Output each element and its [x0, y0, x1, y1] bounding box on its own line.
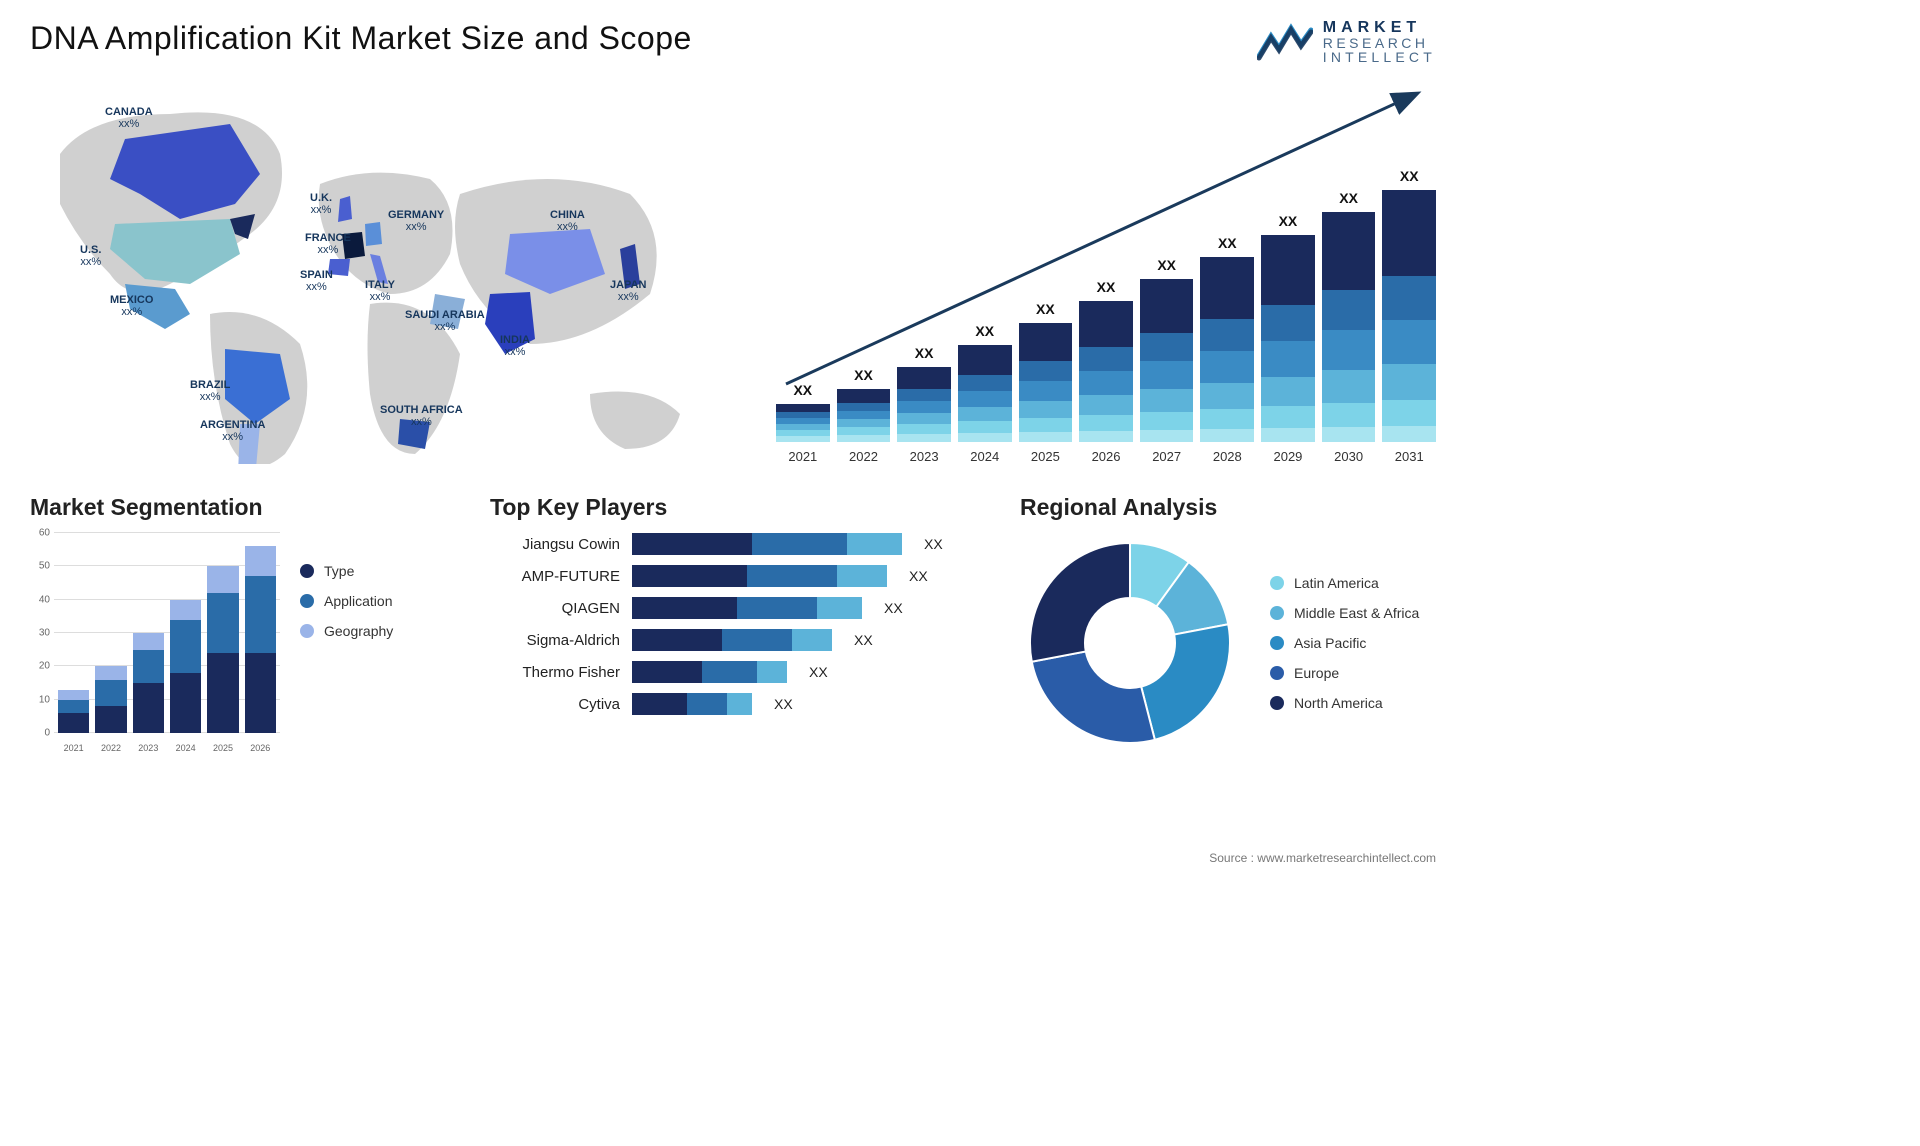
player-name: Sigma-Aldrich: [490, 632, 620, 649]
map-label: U.K.xx%: [310, 192, 332, 216]
growth-bar: XX: [776, 382, 830, 442]
player-value: XX: [884, 600, 903, 616]
map-label: SAUDI ARABIAxx%: [405, 309, 485, 333]
player-name: AMP-FUTURE: [490, 568, 620, 585]
player-value: XX: [909, 568, 928, 584]
source-attribution: Source : www.marketresearchintellect.com: [1209, 851, 1436, 865]
growth-year-label: 2027: [1140, 449, 1194, 464]
growth-bar: XX: [837, 367, 891, 442]
segmentation-chart: 0102030405060 202120222023202420252026: [30, 533, 280, 753]
legend-item: Middle East & Africa: [1270, 605, 1419, 621]
legend-item: Europe: [1270, 665, 1419, 681]
map-label: GERMANYxx%: [388, 209, 444, 233]
map-label: BRAZILxx%: [190, 379, 230, 403]
segmentation-bar: [207, 566, 238, 733]
regional-donut: [1020, 533, 1240, 753]
growth-year-label: 2026: [1079, 449, 1133, 464]
growth-chart: XX XX XX XX XX XX XX XX XX XX XX 2021 2022 2023 2024 2…: [776, 84, 1436, 464]
map-label: U.S.xx%: [80, 244, 101, 268]
growth-year-label: 2024: [958, 449, 1012, 464]
segmentation-bar: [95, 666, 126, 733]
regional-panel: Regional Analysis Latin America Middle Ea…: [1020, 494, 1436, 753]
growth-year-label: 2023: [897, 449, 951, 464]
growth-year-label: 2031: [1382, 449, 1436, 464]
growth-value-label: XX: [854, 367, 873, 383]
logo-line-3: INTELLECT: [1323, 50, 1436, 64]
player-value: XX: [924, 536, 943, 552]
growth-year-label: 2022: [837, 449, 891, 464]
growth-value-label: XX: [1157, 257, 1176, 273]
growth-bar: XX: [1019, 301, 1073, 442]
brand-logo: MARKET RESEARCH INTELLECT: [1257, 20, 1436, 64]
map-label: CANADAxx%: [105, 106, 153, 130]
player-name: Jiangsu Cowin: [490, 536, 620, 553]
map-label: SPAINxx%: [300, 269, 333, 293]
player-row: Thermo Fisher XX: [490, 661, 990, 683]
growth-value-label: XX: [1279, 213, 1298, 229]
growth-bar: XX: [1200, 235, 1254, 442]
growth-bar: XX: [958, 323, 1012, 442]
segmentation-title: Market Segmentation: [30, 494, 460, 521]
legend-item: Type: [300, 563, 393, 579]
map-label: ITALYxx%: [365, 279, 395, 303]
segmentation-bar: [58, 690, 89, 733]
player-value: XX: [774, 696, 793, 712]
logo-icon: [1257, 22, 1313, 62]
legend-item: Application: [300, 593, 393, 609]
player-value: XX: [854, 632, 873, 648]
legend-item: Geography: [300, 623, 393, 639]
growth-year-label: 2028: [1200, 449, 1254, 464]
growth-bar: XX: [1322, 190, 1376, 442]
growth-value-label: XX: [793, 382, 812, 398]
legend-item: North America: [1270, 695, 1419, 711]
map-label: CHINAxx%: [550, 209, 585, 233]
regional-title: Regional Analysis: [1020, 494, 1436, 521]
regional-legend: Latin America Middle East & Africa Asia Pa…: [1270, 575, 1419, 711]
player-row: QIAGEN XX: [490, 597, 990, 619]
player-row: Cytiva XX: [490, 693, 990, 715]
player-name: Cytiva: [490, 696, 620, 713]
growth-bar: XX: [1261, 213, 1315, 442]
segmentation-bar: [133, 633, 164, 733]
growth-bar: XX: [1382, 168, 1436, 442]
player-value: XX: [809, 664, 828, 680]
growth-value-label: XX: [1097, 279, 1116, 295]
map-label: ARGENTINAxx%: [200, 419, 265, 443]
growth-value-label: XX: [1036, 301, 1055, 317]
player-row: Jiangsu Cowin XX: [490, 533, 990, 555]
player-row: AMP-FUTURE XX: [490, 565, 990, 587]
logo-line-2: RESEARCH: [1323, 36, 1436, 50]
growth-year-label: 2021: [776, 449, 830, 464]
player-name: QIAGEN: [490, 600, 620, 617]
map-label: INDIAxx%: [500, 334, 530, 358]
players-panel: Top Key Players Jiangsu CowinXXAMP-FUTUR…: [490, 494, 990, 753]
growth-value-label: XX: [1400, 168, 1419, 184]
segmentation-bar: [170, 600, 201, 733]
growth-year-label: 2030: [1322, 449, 1376, 464]
growth-year-label: 2029: [1261, 449, 1315, 464]
player-name: Thermo Fisher: [490, 664, 620, 681]
growth-value-label: XX: [915, 345, 934, 361]
growth-bar: XX: [897, 345, 951, 442]
growth-value-label: XX: [1339, 190, 1358, 206]
world-map-panel: CANADAxx% U.S.xx% MEXICOxx% BRAZILxx% ARGENT…: [30, 84, 736, 464]
map-label: SOUTH AFRICAxx%: [380, 404, 463, 428]
players-title: Top Key Players: [490, 494, 990, 521]
logo-line-1: MARKET: [1323, 20, 1436, 36]
growth-bar: XX: [1140, 257, 1194, 442]
growth-bar: XX: [1079, 279, 1133, 442]
growth-value-label: XX: [975, 323, 994, 339]
legend-item: Latin America: [1270, 575, 1419, 591]
growth-value-label: XX: [1218, 235, 1237, 251]
legend-item: Asia Pacific: [1270, 635, 1419, 651]
segmentation-bar: [245, 546, 276, 733]
map-label: JAPANxx%: [610, 279, 646, 303]
segmentation-legend: Type Application Geography: [300, 563, 393, 753]
player-row: Sigma-Aldrich XX: [490, 629, 990, 651]
map-label: FRANCExx%: [305, 232, 351, 256]
page-title: DNA Amplification Kit Market Size and Sc…: [30, 20, 692, 57]
growth-year-label: 2025: [1019, 449, 1073, 464]
map-label: MEXICOxx%: [110, 294, 153, 318]
segmentation-panel: Market Segmentation 0102030405060 202120…: [30, 494, 460, 753]
